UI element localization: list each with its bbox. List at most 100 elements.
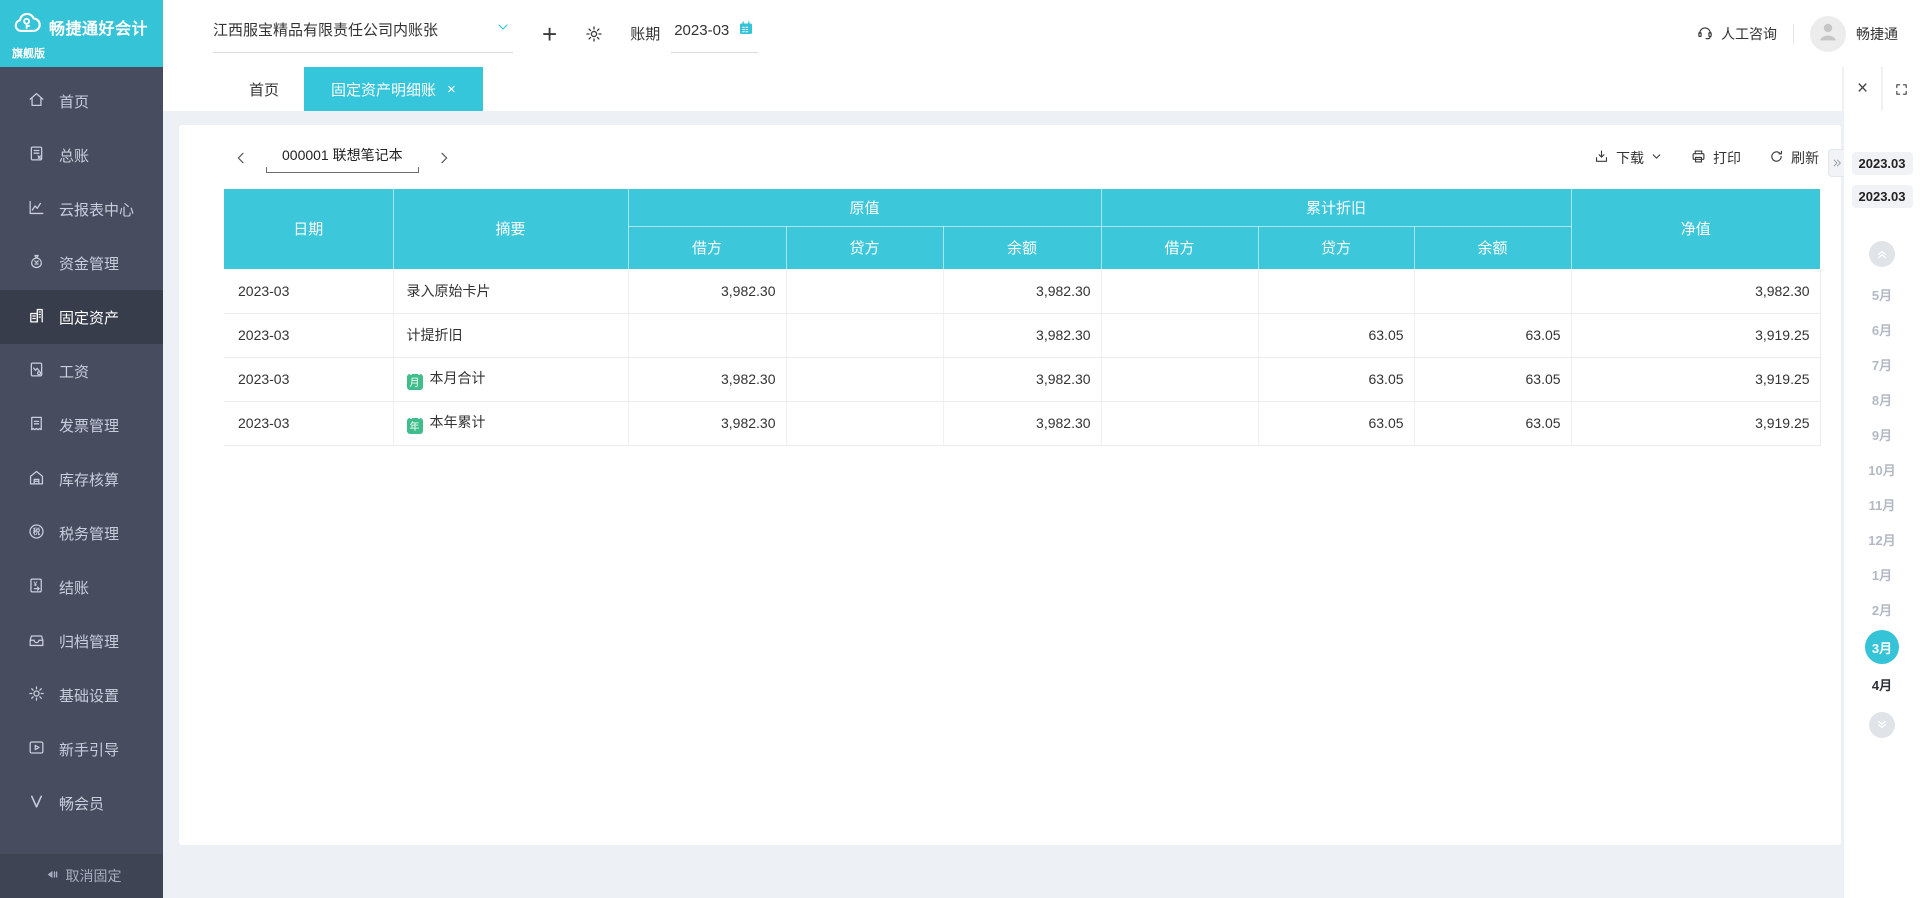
sidebar-item-asset[interactable]: 固定资产 <box>0 290 163 344</box>
cell-summary: 月本月合计 <box>393 357 629 402</box>
period-label: 账期 <box>630 26 661 43</box>
close-view-button[interactable]: × <box>1844 67 1881 111</box>
support-button[interactable]: 人工咨询 <box>1696 23 1777 44</box>
scroll-up-icon[interactable] <box>1869 241 1895 267</box>
sidebar-item-archive[interactable]: 归档管理 <box>0 614 163 668</box>
cell-dep-credit: 63.05 <box>1258 401 1415 446</box>
download-icon <box>1593 148 1610 168</box>
member-icon <box>27 792 46 815</box>
cell-ov-debit: 3,982.30 <box>628 269 787 314</box>
calendar-icon <box>737 19 755 42</box>
cell-date: 2023-03 <box>224 313 394 358</box>
month-item-1月[interactable]: 1月 <box>1871 568 1893 583</box>
home-icon <box>27 90 46 113</box>
company-name: 江西服宝精品有限责任公司内账张 <box>213 21 439 39</box>
col-header-balance: 余额 <box>1413 225 1572 270</box>
month-item-11月[interactable]: 11月 <box>1868 498 1896 513</box>
tab-close-icon[interactable]: × <box>447 80 456 98</box>
table-row[interactable]: 2023-03 年本年累计 3,982.30 3,982.30 63.05 63.05… <box>224 401 1821 446</box>
prev-asset-icon[interactable] <box>233 150 249 166</box>
month-item-7月[interactable]: 7月 <box>1871 358 1893 373</box>
ledger-card: 000001 联想笔记本 下载 打印 <box>179 125 1841 845</box>
sidebar-item-invoice[interactable]: 发票管理 <box>0 398 163 452</box>
gear-icon[interactable] <box>584 24 604 44</box>
sidebar-item-closing[interactable]: ¥ 结账 <box>0 560 163 614</box>
month-item-4月[interactable]: 4月 <box>1871 678 1893 693</box>
sidebar-item-tax[interactable]: 税 税务管理 <box>0 506 163 560</box>
cell-summary: 年本年累计 <box>393 401 629 446</box>
month-item-8月[interactable]: 8月 <box>1871 393 1893 408</box>
scroll-down-icon[interactable] <box>1869 712 1895 738</box>
sidebar-item-home[interactable]: 首页 <box>0 74 163 128</box>
month-item-9月[interactable]: 9月 <box>1871 428 1893 443</box>
sidebar-item-label: 畅会员 <box>59 795 105 813</box>
table-row[interactable]: 2023-03 录入原始卡片 3,982.30 3,982.30 3,982.30 <box>224 269 1821 314</box>
cloud-logo-icon <box>12 9 42 44</box>
sidebar-item-report[interactable]: 云报表中心 <box>0 182 163 236</box>
month-list: 5月 6月 7月 8月 9月 10月 11月 12月 1月 2月 3月 4月 <box>1844 241 1920 738</box>
month-item-6月[interactable]: 6月 <box>1871 323 1893 338</box>
sidebar-item-member[interactable]: 畅会员 <box>0 776 163 830</box>
chevron-down-icon <box>495 19 511 40</box>
tab-home[interactable]: 首页 <box>224 67 304 111</box>
add-account-button[interactable]: + <box>542 18 558 49</box>
sidebar-item-guide[interactable]: 新手引导 <box>0 722 163 776</box>
month-item-12月[interactable]: 12月 <box>1868 533 1896 548</box>
period-to[interactable]: 2023.03 <box>1851 185 1913 208</box>
month-item-10月[interactable]: 10月 <box>1868 463 1896 478</box>
invoice-icon <box>27 414 46 437</box>
fullscreen-button[interactable] <box>1881 67 1920 111</box>
cell-dep-debit <box>1101 357 1259 402</box>
period-rail: × 2023.03 2023.03 5月 6月 7月 8月 9月 10月 11月 12月 1月 2… <box>1828 67 1920 898</box>
sidebar-item-label: 税务管理 <box>59 525 120 543</box>
sidebar-item-inventory[interactable]: 库存核算 <box>0 452 163 506</box>
company-selector[interactable]: 江西服宝精品有限责任公司内账张 <box>213 15 513 53</box>
download-button[interactable]: 下载 <box>1593 148 1663 168</box>
col-header-summary: 摘要 <box>392 189 629 270</box>
sidebar-item-salary[interactable]: 工资 <box>0 344 163 398</box>
main-area: 江西服宝精品有限责任公司内账张 + 账期 2023-03 人工咨询 畅捷通 <box>163 0 1920 898</box>
cell-dep-debit <box>1101 401 1259 446</box>
period-selector[interactable]: 2023-03 <box>671 15 759 53</box>
month-item-5月[interactable]: 5月 <box>1871 288 1893 303</box>
month-item-3月[interactable]: 3月 <box>1865 630 1899 664</box>
sidebar-item-money[interactable]: 资金管理 <box>0 236 163 290</box>
table-row[interactable]: 2023-03 月本月合计 3,982.30 3,982.30 63.05 63.05… <box>224 357 1821 402</box>
download-label: 下载 <box>1616 150 1644 166</box>
print-button[interactable]: 打印 <box>1690 148 1741 168</box>
month-item-2月[interactable]: 2月 <box>1871 603 1893 618</box>
next-asset-icon[interactable] <box>436 150 452 166</box>
col-group-accumulated-depreciation: 累计折旧 <box>1100 189 1572 227</box>
panel-expand-icon[interactable] <box>1828 149 1844 177</box>
ledger-icon <box>27 144 46 167</box>
avatar[interactable] <box>1810 15 1846 52</box>
refresh-button[interactable]: 刷新 <box>1768 148 1819 168</box>
cell-dep-credit: 63.05 <box>1258 357 1415 402</box>
cell-summary: 计提折旧 <box>393 313 629 358</box>
username[interactable]: 畅捷通 <box>1856 25 1898 42</box>
col-group-original-value: 原值 <box>627 189 1102 227</box>
col-header-net-value: 净值 <box>1570 189 1821 270</box>
refresh-label: 刷新 <box>1791 150 1819 166</box>
print-label: 打印 <box>1713 150 1741 166</box>
archive-icon <box>27 630 46 653</box>
tab-fixed-asset-ledger[interactable]: 固定资产明细账 × <box>304 67 483 111</box>
sidebar-item-ledger[interactable]: 总账 <box>0 128 163 182</box>
refresh-icon <box>1768 148 1785 168</box>
salary-icon <box>27 360 46 383</box>
guide-icon <box>27 738 46 761</box>
unpin-sidebar-button[interactable]: 取消固定 <box>0 854 163 898</box>
period-value: 2023-03 <box>674 21 730 39</box>
asset-selector[interactable]: 000001 联想笔记本 <box>266 143 419 173</box>
closing-icon: ¥ <box>27 576 46 599</box>
tab-label: 固定资产明细账 <box>331 81 437 99</box>
settings-icon <box>27 684 46 707</box>
sidebar-item-settings[interactable]: 基础设置 <box>0 668 163 722</box>
svg-text:¥: ¥ <box>33 580 37 587</box>
sidebar-item-label: 基础设置 <box>59 687 120 705</box>
table-row[interactable]: 2023-03 计提折旧 3,982.30 63.05 63.05 3,919.25 <box>224 313 1821 358</box>
cell-ov-balance: 3,982.30 <box>943 313 1102 358</box>
cell-dep-balance: 63.05 <box>1414 401 1572 446</box>
period-from[interactable]: 2023.03 <box>1851 152 1913 175</box>
cell-dep-credit: 63.05 <box>1258 313 1415 358</box>
